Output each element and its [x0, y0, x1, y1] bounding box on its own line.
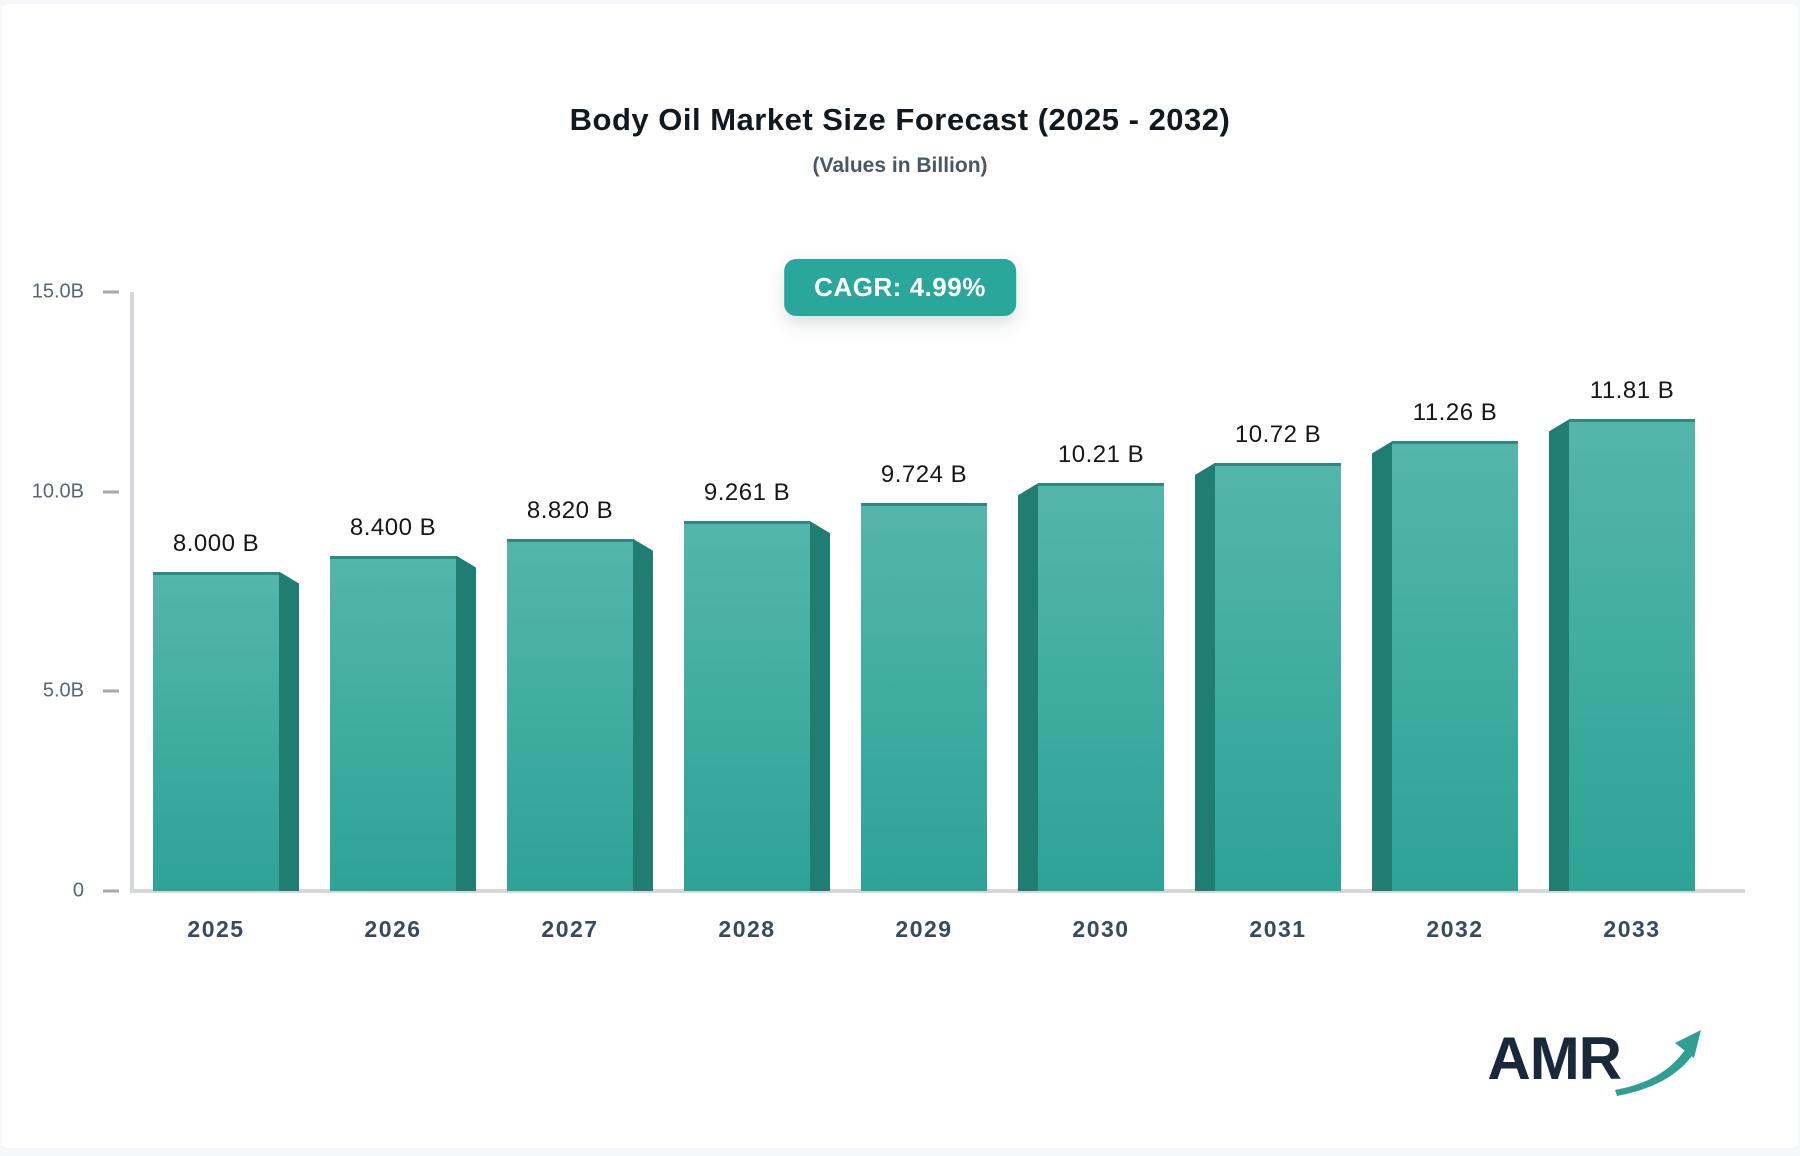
y-tick-mark — [103, 290, 119, 294]
x-axis-label-2025: 2025 — [187, 916, 245, 942]
bar-value-label: 8.400 B — [349, 513, 437, 541]
bar-value-label: 11.26 B — [1412, 399, 1498, 427]
bar-2027 — [507, 538, 633, 891]
amr-logo-text: AMR — [1487, 1025, 1622, 1092]
y-tick-label: 0 — [72, 879, 84, 902]
x-axis-label-2030: 2030 — [1072, 916, 1130, 942]
bar-value-label: 10.21 B — [1057, 441, 1145, 469]
bar-side-2028 — [810, 521, 830, 891]
bar-value-label: 8.000 B — [172, 529, 260, 557]
bar-2026 — [330, 555, 456, 891]
bar-2025 — [153, 571, 279, 891]
y-tick-label: 10.0B — [31, 480, 84, 503]
bar-2031 — [1215, 462, 1341, 891]
chart-title: Body Oil Market Size Forecast (2025 - 20… — [569, 102, 1231, 137]
y-tick-mark — [103, 490, 119, 494]
chart-subtitle: (Values in Billion) — [812, 154, 988, 177]
bar-value-label: 11.81 B — [1589, 377, 1675, 405]
bar-side-2025 — [279, 571, 299, 891]
x-axis-label-2027: 2027 — [541, 916, 599, 942]
bar-2032 — [1392, 441, 1518, 891]
amr-logo: AMR — [1487, 1024, 1703, 1098]
bar-2030 — [1038, 483, 1164, 891]
bar-side-2033 — [1549, 419, 1569, 891]
x-axis-line — [130, 889, 1745, 893]
bar-2028 — [684, 521, 810, 891]
bar-side-2027 — [633, 538, 653, 891]
y-axis-line — [130, 292, 134, 893]
y-tick-label: 15.0B — [31, 280, 84, 303]
x-axis-label-2032: 2032 — [1426, 916, 1484, 942]
y-tick-label: 5.0B — [42, 679, 84, 702]
bar-value-label: 8.820 B — [526, 496, 614, 524]
y-tick-mark — [103, 889, 119, 893]
y-tick-mark — [103, 689, 119, 693]
x-axis-label-2026: 2026 — [364, 916, 422, 942]
x-axis-label-2033: 2033 — [1603, 916, 1661, 942]
x-axis-label-2028: 2028 — [718, 916, 776, 942]
chart-card: Body Oil Market Size Forecast (2025 - 20… — [2, 4, 1798, 1148]
bar-side-2030 — [1018, 483, 1038, 891]
growth-arrow-icon — [1615, 1030, 1701, 1096]
x-axis-label-2029: 2029 — [895, 916, 953, 942]
bar-value-label: 9.724 B — [880, 460, 968, 488]
bar-value-label: 10.72 B — [1234, 420, 1322, 448]
x-axis-label-2031: 2031 — [1249, 916, 1307, 942]
bar-2033 — [1569, 419, 1695, 891]
bar-value-label: 9.261 B — [703, 479, 791, 507]
bar-side-2032 — [1372, 441, 1392, 891]
cagr-badge: CAGR: 4.99% — [784, 259, 1016, 316]
bar-side-2026 — [456, 555, 476, 891]
bar-2029 — [861, 502, 987, 891]
bar-side-2031 — [1195, 462, 1215, 891]
